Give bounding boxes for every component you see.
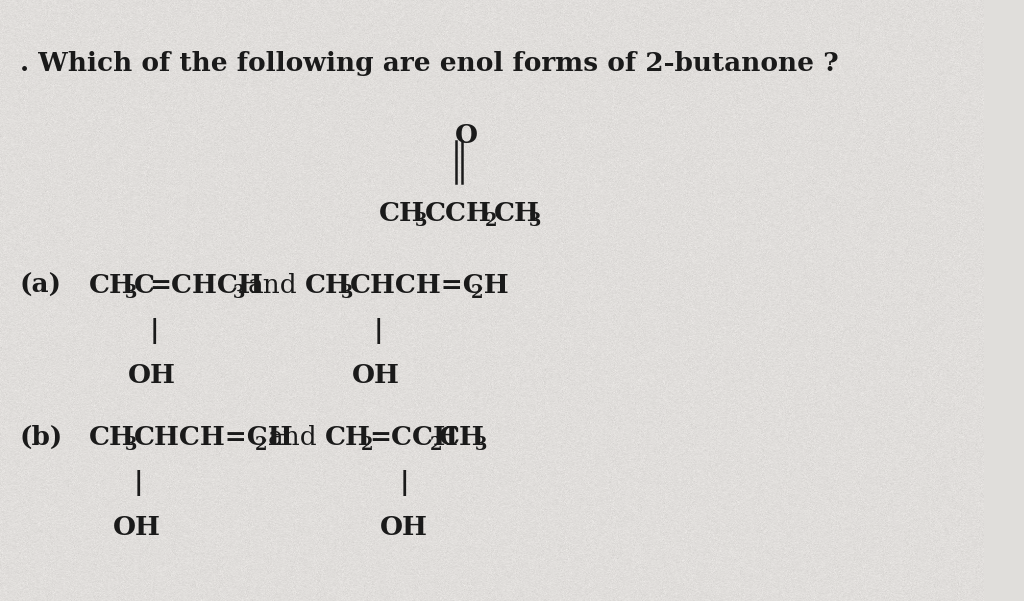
Text: O: O — [456, 123, 478, 148]
Text: and: and — [267, 425, 317, 450]
Text: and: and — [248, 273, 297, 298]
Text: 2: 2 — [360, 436, 374, 454]
Text: 2: 2 — [471, 284, 483, 302]
Text: 2: 2 — [255, 436, 267, 454]
Text: CH: CH — [88, 425, 134, 450]
Text: =CHCH: =CHCH — [150, 273, 263, 298]
Text: CH: CH — [305, 273, 350, 298]
Text: |: | — [134, 469, 143, 496]
Text: CHCH=CH: CHCH=CH — [134, 425, 293, 450]
Text: 3: 3 — [125, 284, 137, 302]
Text: CH: CH — [379, 201, 424, 226]
Text: |: | — [374, 317, 383, 344]
Text: |: | — [400, 469, 410, 496]
Text: 3: 3 — [415, 212, 427, 230]
Text: OH: OH — [352, 363, 399, 388]
Text: |: | — [150, 317, 159, 344]
Text: 3: 3 — [341, 284, 353, 302]
Text: C: C — [134, 273, 155, 298]
Text: 3: 3 — [529, 212, 542, 230]
Text: CH: CH — [438, 425, 484, 450]
Text: (b): (b) — [19, 425, 62, 450]
Text: CH: CH — [325, 425, 371, 450]
Text: CH: CH — [88, 273, 134, 298]
Text: CCH: CCH — [425, 201, 492, 226]
Text: OH: OH — [113, 515, 161, 540]
Text: 3: 3 — [233, 284, 246, 302]
Text: CH: CH — [494, 201, 540, 226]
Text: 2: 2 — [430, 436, 442, 454]
Text: 3: 3 — [475, 436, 487, 454]
Text: 2: 2 — [484, 212, 498, 230]
Text: =CCH: =CCH — [370, 425, 459, 450]
Text: (a): (a) — [19, 273, 61, 298]
Text: . Which of the following are enol forms of 2-butanone ?: . Which of the following are enol forms … — [19, 50, 839, 76]
Text: 3: 3 — [125, 436, 137, 454]
Text: OH: OH — [128, 363, 176, 388]
Text: OH: OH — [380, 515, 427, 540]
Text: CHCH=CH: CHCH=CH — [350, 273, 510, 298]
